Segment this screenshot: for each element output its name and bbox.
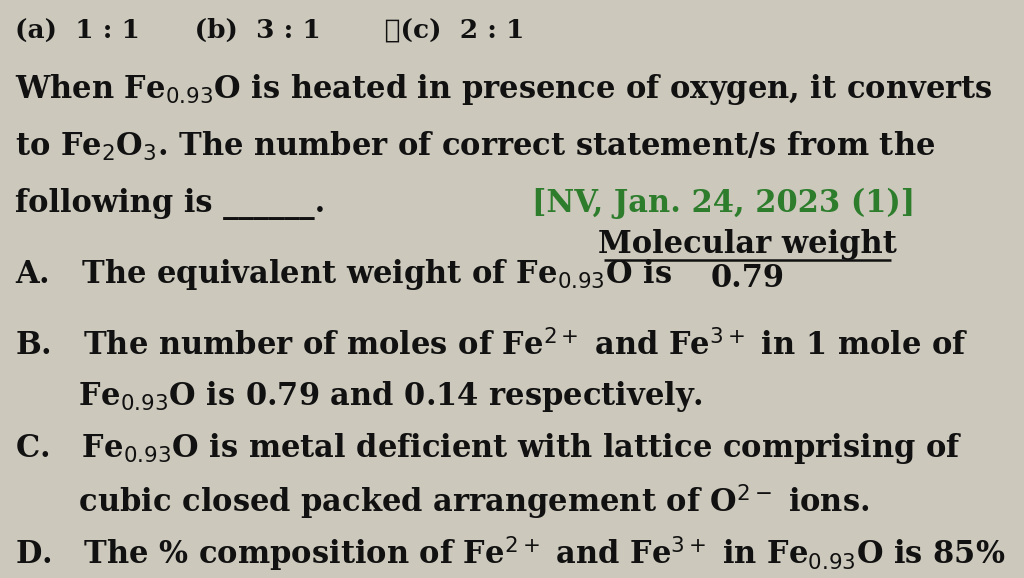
Text: When Fe$_{0.93}$O is heated in presence of oxygen, it converts: When Fe$_{0.93}$O is heated in presence … <box>15 72 993 108</box>
Text: C.   Fe$_{0.93}$O is metal deficient with lattice comprising of: C. Fe$_{0.93}$O is metal deficient with … <box>15 431 963 466</box>
Text: [NV, Jan. 24, 2023 (1)]: [NV, Jan. 24, 2023 (1)] <box>532 188 915 219</box>
Text: to Fe$_2$O$_3$. The number of correct statement/s from the: to Fe$_2$O$_3$. The number of correct st… <box>15 130 936 163</box>
Text: Molecular weight: Molecular weight <box>598 229 897 260</box>
Text: following is ______.: following is ______. <box>15 188 326 220</box>
Text: A.   The equivalent weight of Fe$_{0.93}$O is: A. The equivalent weight of Fe$_{0.93}$O… <box>15 257 673 292</box>
Text: Fe$_{0.93}$O is 0.79 and 0.14 respectively.: Fe$_{0.93}$O is 0.79 and 0.14 respective… <box>15 379 703 414</box>
Text: (a)  1 : 1      (b)  3 : 1       ✔(c)  2 : 1: (a) 1 : 1 (b) 3 : 1 ✔(c) 2 : 1 <box>15 17 524 42</box>
Text: B.   The number of moles of Fe$^{2+}$ and Fe$^{3+}$ in 1 mole of: B. The number of moles of Fe$^{2+}$ and … <box>15 329 969 362</box>
Text: D.   The % composition of Fe$^{2+}$ and Fe$^{3+}$ in Fe$_{0.93}$O is 85%: D. The % composition of Fe$^{2+}$ and Fe… <box>15 535 1006 574</box>
Text: 0.79: 0.79 <box>711 263 784 294</box>
Text: cubic closed packed arrangement of O$^{2-}$ ions.: cubic closed packed arrangement of O$^{2… <box>15 483 869 522</box>
